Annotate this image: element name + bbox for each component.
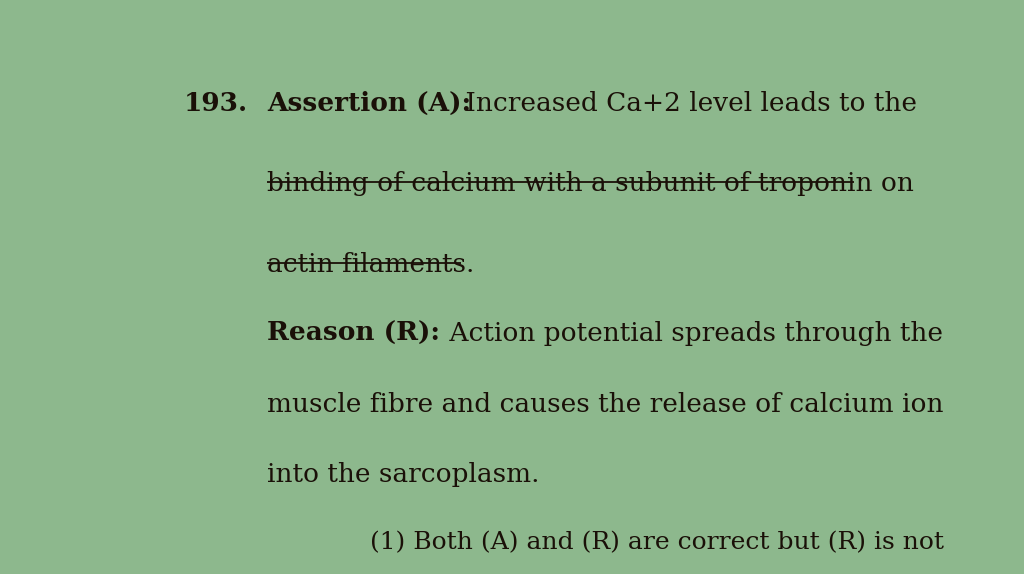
Text: Action potential spreads through the: Action potential spreads through the [441,321,943,346]
Text: binding of calcium with a subunit of troponin on: binding of calcium with a subunit of tro… [267,170,913,196]
Text: (1) Both (A) and (R) are correct but (R) is not: (1) Both (A) and (R) are correct but (R)… [370,531,944,554]
Text: Reason (R):: Reason (R): [267,321,440,346]
Text: into the sarcoplasm.: into the sarcoplasm. [267,462,540,487]
Text: Increased Ca+2 level leads to the: Increased Ca+2 level leads to the [458,91,918,116]
Text: Assertion (A):: Assertion (A): [267,91,471,116]
Text: muscle fibre and causes the release of calcium ion: muscle fibre and causes the release of c… [267,391,943,417]
Text: actin filaments.: actin filaments. [267,253,474,277]
Text: 193.: 193. [183,91,248,116]
